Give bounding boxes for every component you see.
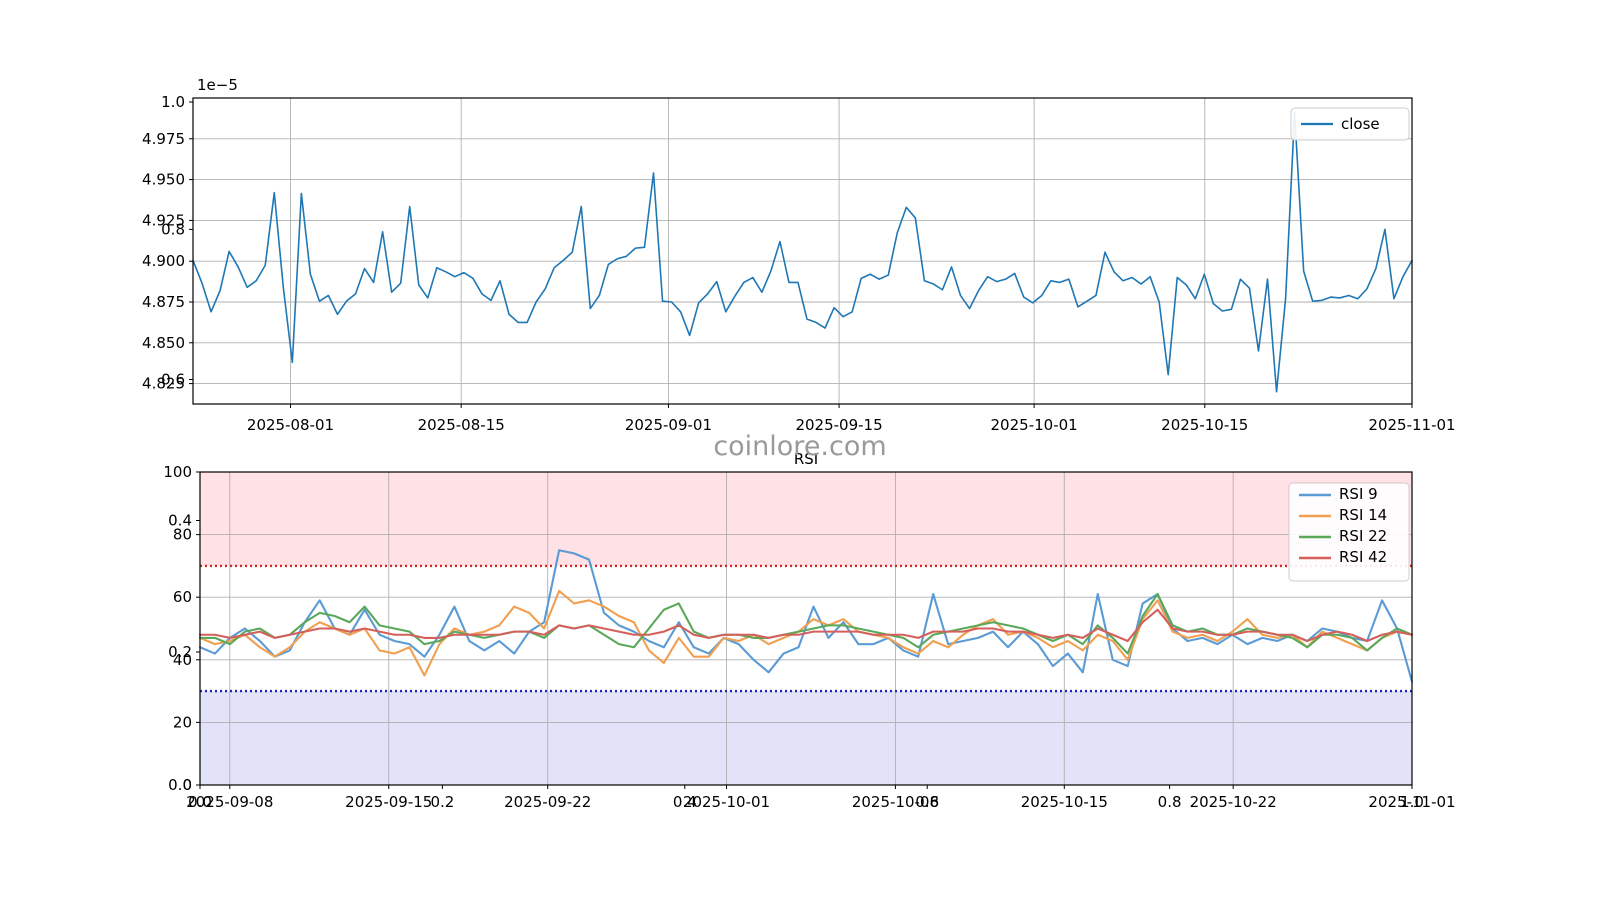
rsi-chart-panel: 0 20 40 60 80 100 0.0 0.2 0.4 2025-09-08 2025-09-1…	[163, 450, 1455, 811]
rsi-x-tick-label: 2025-09-22	[504, 793, 591, 811]
rsi-x-axis: 2025-09-08 2025-09-15 2025-09-22 2025-10-01…	[186, 785, 1456, 811]
price-y-tick-label: 4.950	[142, 171, 185, 189]
legend-box	[1288, 482, 1410, 582]
rsi-x-tick-label: 2025-10-15	[1021, 793, 1108, 811]
price-y-tick-label: 4.825	[142, 375, 185, 393]
price-y-axis: 4.825 4.850 4.875 4.900 4.925 4.950 4.975 0.6 0.…	[142, 76, 238, 393]
rsi-x-tick-label: 2025-10-22	[1190, 793, 1277, 811]
rsi-threshold-lines	[200, 564, 1412, 693]
legend-label-rsi-9: RSI 9	[1339, 485, 1378, 503]
rsi-x-tick-label: 2025-10-08	[852, 793, 939, 811]
rsi-x-tick-label-secondary: 0.0	[188, 793, 212, 811]
rsi-x-tick-label: 2025-09-15	[345, 793, 432, 811]
legend-label-rsi-42: RSI 42	[1339, 548, 1387, 566]
price-y-tick-label: 4.925	[142, 211, 185, 229]
price-y-offset-label: 1e−5	[197, 76, 238, 94]
price-x-tick-label: 2025-08-15	[418, 416, 505, 434]
price-gridlines	[193, 98, 1413, 404]
price-x-tick-label: 2025-09-15	[795, 416, 882, 434]
legend-box	[1290, 107, 1410, 141]
rsi-y-tick-label: 20	[173, 713, 192, 731]
rsi-y-tick-label-secondary: 0.2	[168, 643, 192, 661]
rsi-x-tick-label-secondary: 1.0	[1400, 793, 1424, 811]
rsi-y-tick-label: 100	[163, 463, 192, 481]
rsi-panel-title: RSI	[794, 450, 818, 468]
price-x-tick-label: 2025-09-01	[625, 416, 712, 434]
watermark-group: coinlore.com	[713, 431, 886, 462]
price-y-tick-label-secondary: 0.6	[161, 371, 185, 389]
rsi-y-tick-label: 40	[173, 651, 192, 669]
legend-label-rsi-14: RSI 14	[1339, 506, 1387, 524]
price-x-tick-label: 2025-11-01	[1368, 416, 1455, 434]
legend-label-close: close	[1341, 115, 1380, 133]
axes-frame	[192, 97, 1413, 405]
price-y-tick-label: 4.875	[142, 293, 185, 311]
price-x-tick-label: 2025-08-01	[247, 416, 334, 434]
price-y-tick-label: 4.850	[142, 334, 185, 352]
rsi-y-tick-label-secondary: 0.0	[168, 776, 192, 794]
rsi-band-oversold	[200, 691, 1412, 785]
rsi-x-tick-label-secondary: 0.4	[673, 793, 697, 811]
coinlore-watermark: coinlore.com	[713, 431, 886, 462]
rsi-y-tick-label: 80	[173, 526, 192, 544]
rsi-x-tick-label: 2025-10-01	[683, 793, 770, 811]
rsi-x-tick-label-secondary: 0.2	[430, 793, 454, 811]
price-y-tick-label: 4.900	[142, 252, 185, 270]
rsi-line-rsi-42	[198, 608, 1414, 643]
rsi-x-tick-label-secondary: 0.6	[915, 793, 939, 811]
price-axes-spines	[192, 97, 1413, 405]
legend-label-rsi-22: RSI 22	[1339, 527, 1387, 545]
rsi-title-group: RSI	[794, 450, 818, 468]
rsi-series-group	[198, 549, 1414, 683]
rsi-x-tick-label: 2025-09-08	[186, 793, 273, 811]
price-x-tick-label: 2025-10-01	[991, 416, 1078, 434]
rsi-band-overbought	[200, 472, 1412, 566]
rsi-x-tick-label-secondary: 0.8	[1158, 793, 1182, 811]
axes-frame	[199, 471, 1413, 786]
price-x-axis: 2025-08-01 2025-08-15 2025-09-01 2025-09-15…	[247, 404, 1456, 434]
price-line-close	[192, 111, 1413, 393]
rsi-line-rsi-14	[198, 589, 1414, 677]
price-chart-panel: 4.825 4.850 4.875 4.900 4.925 4.950 4.975 0.6 0.…	[142, 76, 1456, 434]
rsi-bands	[200, 472, 1412, 785]
rsi-y-tick-label: 60	[173, 588, 192, 606]
price-y-tick-label-secondary: 1.0	[161, 93, 185, 111]
rsi-line-rsi-22	[198, 593, 1414, 655]
rsi-line-rsi-9	[198, 549, 1414, 683]
rsi-legend: RSI 9 RSI 14 RSI 22 RSI 42	[1288, 482, 1410, 582]
price-y-tick-label: 4.975	[142, 130, 185, 148]
rsi-axes-spines	[199, 471, 1413, 786]
price-legend: close	[1290, 107, 1410, 141]
rsi-y-axis: 0 20 40 60 80 100 0.0 0.2 0.4	[163, 463, 200, 794]
price-series-group	[192, 111, 1413, 393]
rsi-y-tick-label-secondary: 0.4	[168, 512, 192, 530]
rsi-x-tick-label: 2025-11-01	[1368, 793, 1455, 811]
price-y-tick-label-secondary: 0.8	[161, 220, 185, 238]
rsi-y-tick-label: 0	[182, 776, 192, 794]
price-x-tick-label: 2025-10-15	[1161, 416, 1248, 434]
